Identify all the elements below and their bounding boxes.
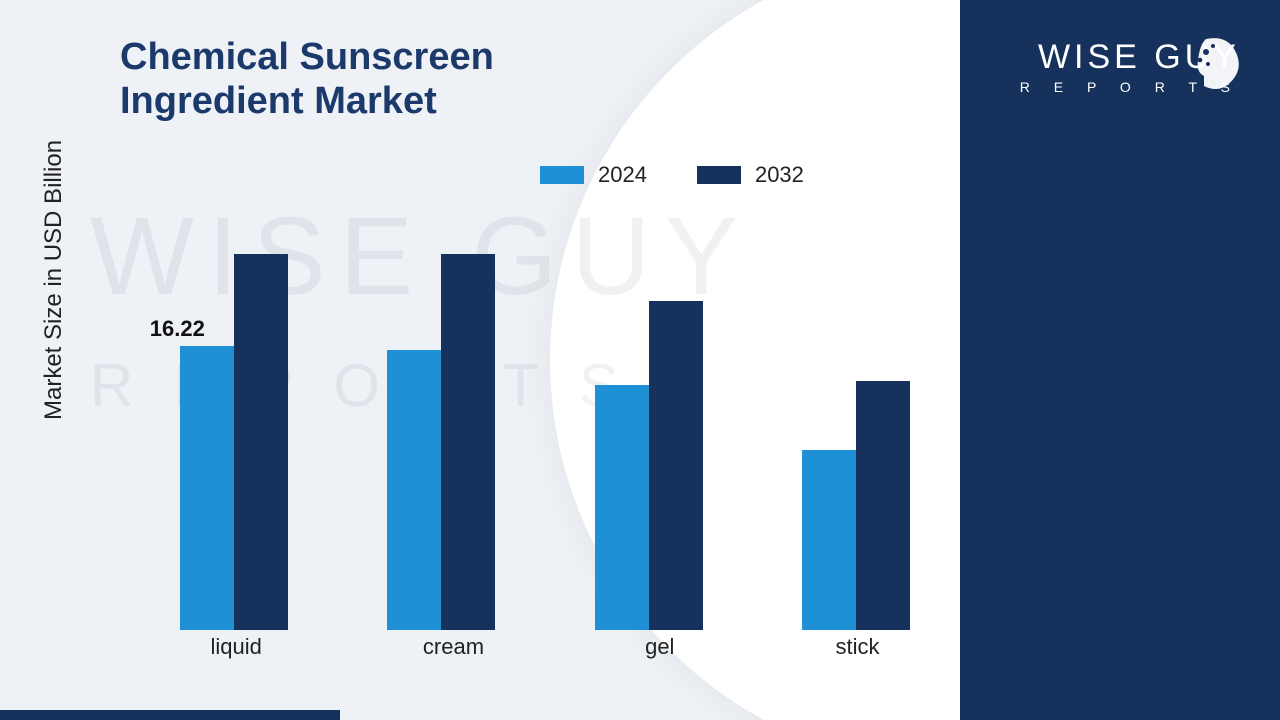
legend: 2024 2032 xyxy=(540,162,804,188)
bar-group-gel xyxy=(595,301,703,630)
page-root: WISE GUY REPORTS Chemical Sunscreen Ingr… xyxy=(0,0,1280,720)
right-panel xyxy=(960,0,1280,720)
xlabel-stick: stick xyxy=(835,634,879,660)
bottom-accent-bar xyxy=(0,710,340,720)
bar-liquid-2032 xyxy=(234,254,288,630)
bar-stick-2032 xyxy=(856,381,910,630)
legend-item-2024: 2024 xyxy=(540,162,647,188)
bars-row: 16.22 xyxy=(130,210,960,630)
x-axis-labels: liquid cream gel stick xyxy=(130,634,960,660)
xlabel-gel: gel xyxy=(645,634,674,660)
brand-logo: WISE GUY R E P O R T S xyxy=(1020,38,1240,95)
bar-cream-2024 xyxy=(387,350,441,630)
bar-stick-2024 xyxy=(802,450,856,630)
bar-cream-2032 xyxy=(441,254,495,630)
legend-swatch-2032 xyxy=(697,166,741,184)
chart-title: Chemical Sunscreen Ingredient Market xyxy=(120,36,640,123)
xlabel-liquid: liquid xyxy=(211,634,262,660)
legend-item-2032: 2032 xyxy=(697,162,804,188)
bar-group-cream xyxy=(387,254,495,630)
value-label-liquid-2024: 16.22 xyxy=(150,316,205,342)
bar-liquid-2024 xyxy=(180,346,234,630)
xlabel-cream: cream xyxy=(423,634,484,660)
bar-gel-2032 xyxy=(649,301,703,630)
legend-label-2024: 2024 xyxy=(598,162,647,188)
legend-swatch-2024 xyxy=(540,166,584,184)
bar-gel-2024 xyxy=(595,385,649,630)
head-icon xyxy=(1186,34,1246,94)
legend-label-2032: 2032 xyxy=(755,162,804,188)
chart-plot-area: 16.22 xyxy=(130,210,960,630)
bar-group-stick xyxy=(802,381,910,630)
y-axis-label: Market Size in USD Billion xyxy=(40,140,68,420)
bar-group-liquid: 16.22 xyxy=(180,254,288,630)
